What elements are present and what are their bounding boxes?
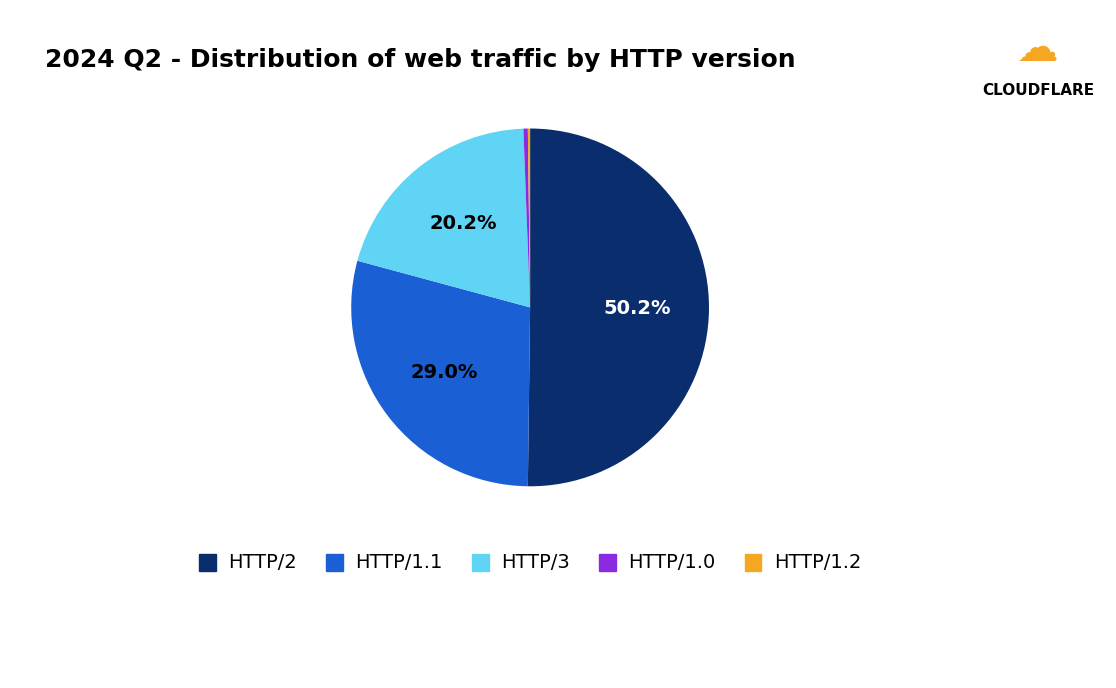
Wedge shape [528,129,709,486]
Text: 2024 Q2 - Distribution of web traffic by HTTP version: 2024 Q2 - Distribution of web traffic by… [45,48,796,72]
Text: 50.2%: 50.2% [604,299,671,318]
Wedge shape [528,129,530,308]
Text: 20.2%: 20.2% [430,214,497,233]
Wedge shape [523,129,530,308]
Text: ☁: ☁ [1017,28,1059,69]
Wedge shape [357,129,530,308]
Wedge shape [352,261,530,486]
Text: 29.0%: 29.0% [411,363,478,382]
Legend: HTTP/2, HTTP/1.1, HTTP/3, HTTP/1.0, HTTP/1.2: HTTP/2, HTTP/1.1, HTTP/3, HTTP/1.0, HTTP… [191,544,869,579]
Text: CLOUDFLARE: CLOUDFLARE [982,83,1094,98]
